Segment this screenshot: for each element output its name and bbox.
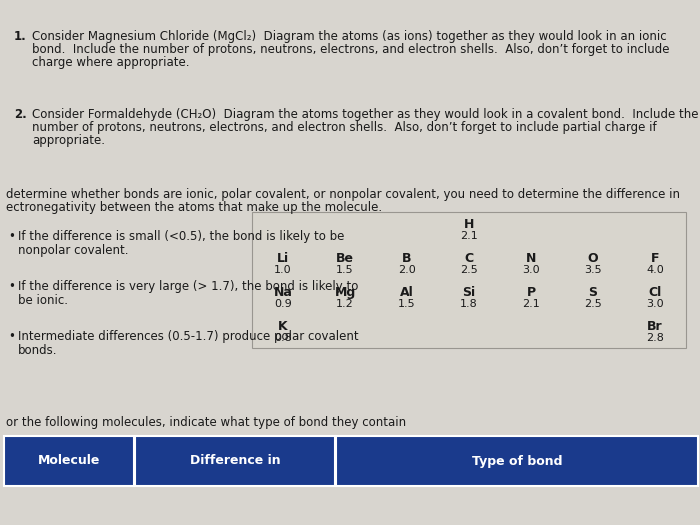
Text: N: N [526, 253, 536, 266]
Text: 1.0: 1.0 [274, 266, 292, 276]
Text: 4.0: 4.0 [646, 266, 664, 276]
Text: Mg: Mg [335, 287, 356, 299]
Text: Si: Si [463, 287, 475, 299]
Text: be ionic.: be ionic. [18, 294, 68, 307]
Text: or the following molecules, indicate what type of bond they contain: or the following molecules, indicate wha… [6, 416, 406, 429]
Text: •: • [8, 230, 15, 243]
Text: 2.8: 2.8 [646, 333, 664, 343]
FancyBboxPatch shape [4, 436, 134, 486]
Text: Type of bond: Type of bond [472, 455, 562, 467]
Text: bonds.: bonds. [18, 344, 57, 357]
Text: S: S [589, 287, 598, 299]
Text: 1.5: 1.5 [398, 299, 416, 309]
Text: Molecule: Molecule [38, 455, 100, 467]
Text: Cl: Cl [648, 287, 662, 299]
Text: 1.5: 1.5 [336, 266, 354, 276]
Text: determine whether bonds are ionic, polar covalent, or nonpolar covalent, you nee: determine whether bonds are ionic, polar… [6, 188, 680, 201]
Text: Be: Be [336, 253, 354, 266]
Text: Intermediate differences (0.5-1.7) produce polar covalent: Intermediate differences (0.5-1.7) produ… [18, 330, 358, 343]
Text: number of protons, neutrons, electrons, and electron shells.  Also, don’t forget: number of protons, neutrons, electrons, … [32, 121, 657, 134]
Text: bond.  Include the number of protons, neutrons, electrons, and electron shells. : bond. Include the number of protons, neu… [32, 43, 669, 56]
Text: 3.0: 3.0 [646, 299, 664, 309]
FancyBboxPatch shape [336, 436, 698, 486]
Text: 3.0: 3.0 [522, 266, 540, 276]
Text: 0.9: 0.9 [274, 299, 292, 309]
Text: 3.5: 3.5 [584, 266, 602, 276]
Text: O: O [588, 253, 598, 266]
Text: B: B [402, 253, 412, 266]
Text: charge where appropriate.: charge where appropriate. [32, 56, 190, 69]
Text: Consider Magnesium Chloride (MgCl₂)  Diagram the atoms (as ions) together as the: Consider Magnesium Chloride (MgCl₂) Diag… [32, 30, 666, 43]
Text: 2.1: 2.1 [522, 299, 540, 309]
Text: 1.2: 1.2 [336, 299, 354, 309]
Text: Li: Li [277, 253, 289, 266]
FancyBboxPatch shape [252, 212, 686, 348]
Text: •: • [8, 330, 15, 343]
Text: If the difference is very large (> 1.7), the bond is likely to: If the difference is very large (> 1.7),… [18, 280, 358, 293]
Text: C: C [464, 253, 474, 266]
Text: nonpolar covalent.: nonpolar covalent. [18, 244, 129, 257]
Text: 0.8: 0.8 [274, 333, 292, 343]
Text: 1.: 1. [14, 30, 27, 43]
Text: K: K [278, 320, 288, 333]
FancyBboxPatch shape [135, 436, 335, 486]
Text: 2.5: 2.5 [460, 266, 478, 276]
Text: F: F [651, 253, 659, 266]
Text: P: P [526, 287, 536, 299]
Text: 2.5: 2.5 [584, 299, 602, 309]
Text: Al: Al [400, 287, 414, 299]
Text: ectronegativity between the atoms that make up the molecule.: ectronegativity between the atoms that m… [6, 201, 382, 214]
Text: 2.: 2. [14, 108, 27, 121]
Text: Difference in: Difference in [190, 455, 280, 467]
Text: 2.1: 2.1 [460, 232, 478, 242]
Text: If the difference is small (<0.5), the bond is likely to be: If the difference is small (<0.5), the b… [18, 230, 344, 243]
Text: Consider Formaldehyde (CH₂O)  Diagram the atoms together as they would look in a: Consider Formaldehyde (CH₂O) Diagram the… [32, 108, 699, 121]
Text: Br: Br [648, 320, 663, 333]
Text: Na: Na [274, 287, 293, 299]
Text: 2.0: 2.0 [398, 266, 416, 276]
Text: 1.8: 1.8 [460, 299, 478, 309]
Text: appropriate.: appropriate. [32, 134, 105, 147]
Text: •: • [8, 280, 15, 293]
Text: H: H [464, 218, 474, 232]
